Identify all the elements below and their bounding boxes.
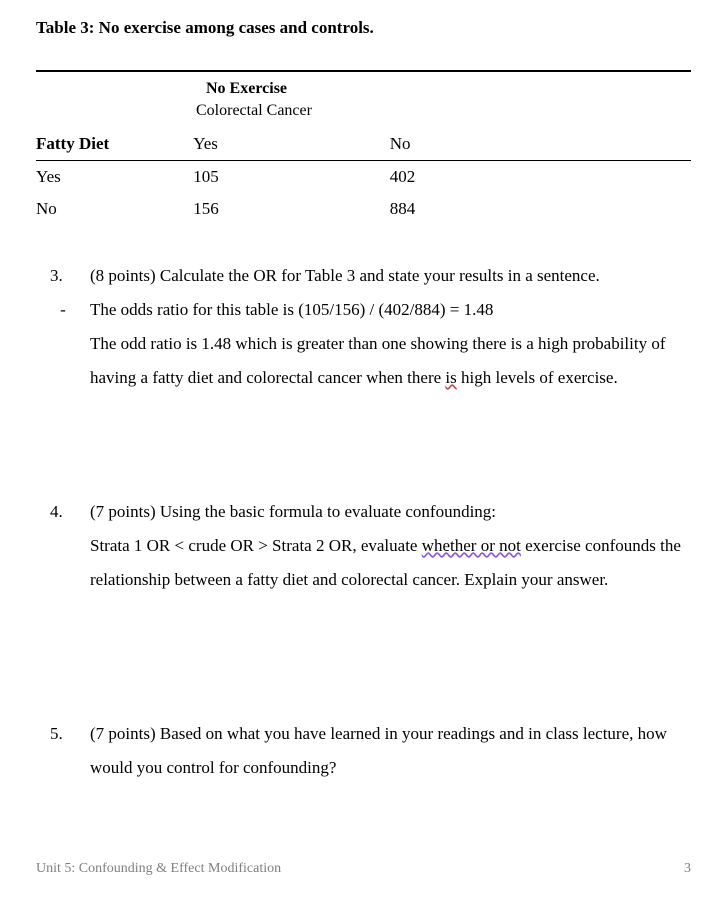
question-4: 4. (7 points) Using the basic formula to… (36, 495, 691, 597)
q5-line1: (7 points) Based on what you have learne… (90, 717, 691, 751)
spacer (36, 361, 90, 395)
data-table: Fatty Diet Yes No (36, 128, 691, 160)
q3-line3: having a fatty diet and colorectal cance… (90, 361, 691, 395)
q4-line3: relationship between a fatty diet and co… (90, 563, 691, 597)
q3-prompt: (8 points) Calculate the OR for Table 3 … (90, 259, 691, 293)
q4-underlined: whether or not (422, 536, 521, 555)
q4-line1: (7 points) Using the basic formula to ev… (90, 495, 691, 529)
cell: 884 (390, 193, 691, 225)
cell: 402 (390, 161, 691, 193)
q3-line2: The odd ratio is 1.48 which is greater t… (90, 327, 691, 361)
cell: 156 (193, 193, 390, 225)
q4-line2b: exercise confounds the (521, 536, 681, 555)
cell: Yes (36, 161, 193, 193)
spacer (36, 751, 90, 785)
q4-number: 4. (36, 495, 90, 529)
footer-left: Unit 5: Confounding & Effect Modificatio… (36, 861, 281, 877)
q3-line1: The odds ratio for this table is (105/15… (90, 293, 691, 327)
spacer (36, 327, 90, 361)
table-title: Table 3: No exercise among cases and con… (36, 18, 691, 38)
spacer (36, 563, 90, 597)
table-row: No 156 884 (36, 193, 691, 225)
col-no-header: No (390, 128, 691, 160)
q3-line3a: having a fatty diet and colorectal cance… (90, 368, 445, 387)
page-footer: Unit 5: Confounding & Effect Modificatio… (36, 861, 691, 877)
q3-dash: - (36, 293, 90, 327)
table-header-row: Fatty Diet Yes No (36, 128, 691, 160)
q3-is-underlined: is (445, 368, 456, 387)
table-group-header: No Exercise (36, 72, 691, 98)
table-row: Yes 105 402 (36, 161, 691, 193)
document-page: Table 3: No exercise among cases and con… (0, 0, 727, 899)
q5-number: 5. (36, 717, 90, 751)
q3-line3b: high levels of exercise. (457, 368, 618, 387)
footer-page-number: 3 (684, 861, 691, 877)
table-sub-header: Colorectal Cancer (36, 98, 691, 128)
row-label-header: Fatty Diet (36, 128, 193, 160)
col-yes-header: Yes (193, 128, 390, 160)
q5-line2: would you control for confounding? (90, 751, 691, 785)
cell: 105 (193, 161, 390, 193)
spacer (36, 529, 90, 563)
data-table-body: Yes 105 402 No 156 884 (36, 161, 691, 225)
questions-block: 3. (8 points) Calculate the OR for Table… (36, 259, 691, 785)
q4-line2a: Strata 1 OR < crude OR > Strata 2 OR, ev… (90, 536, 422, 555)
question-3: 3. (8 points) Calculate the OR for Table… (36, 259, 691, 395)
q4-line2: Strata 1 OR < crude OR > Strata 2 OR, ev… (90, 529, 691, 563)
question-5: 5. (7 points) Based on what you have lea… (36, 717, 691, 785)
q3-number: 3. (36, 259, 90, 293)
cell: No (36, 193, 193, 225)
